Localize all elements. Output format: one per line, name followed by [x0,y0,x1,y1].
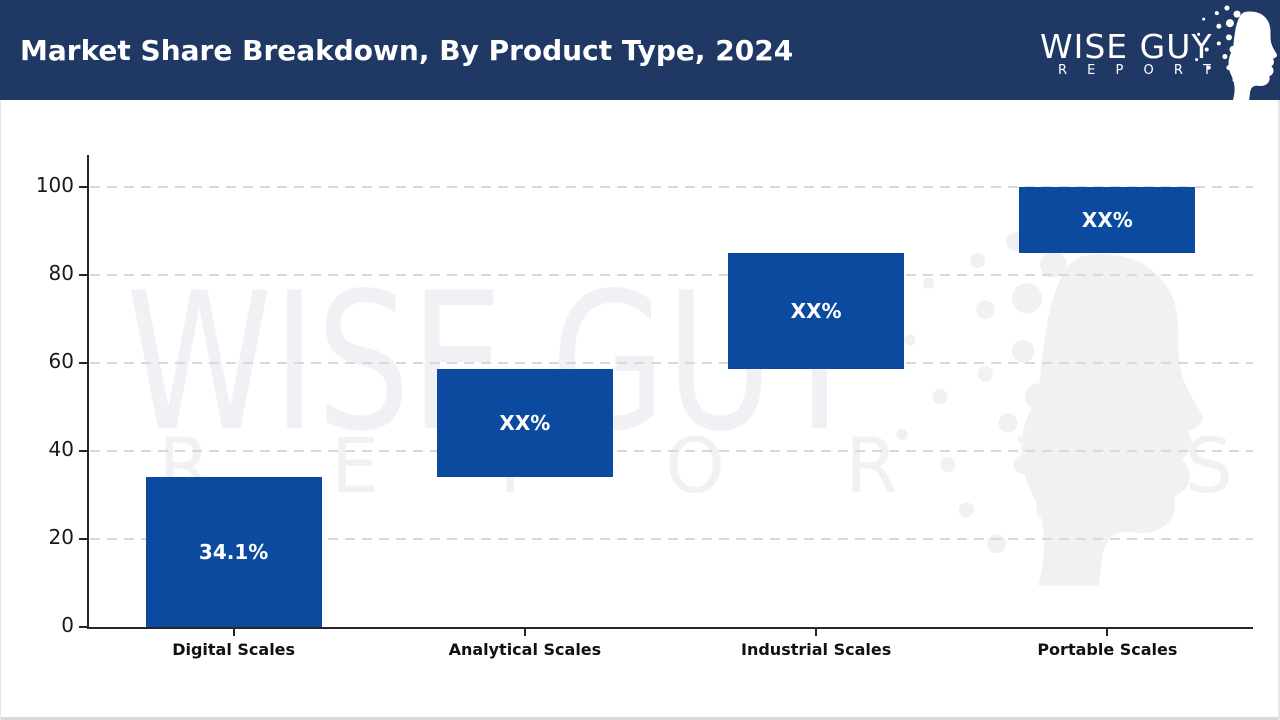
y-tick-label: 0 [61,613,74,637]
y-axis-line [87,155,89,629]
bar-digital-scales: 34.1% [145,476,322,627]
y-tick-mark [79,362,88,364]
logo-head-dots-icon [1195,5,1278,100]
bar-value-label: 34.1% [198,539,269,564]
bar-industrial-scales: XX% [728,253,905,370]
page-bottom-border [0,717,1280,720]
x-tick-mark [815,629,818,636]
y-tick-label: 60 [48,349,74,373]
watermark-head-dots-icon [896,232,1203,586]
bar-portable-scales: XX% [1019,187,1196,253]
y-tick-label: 20 [48,525,74,549]
gridline-80 [90,274,1253,276]
gridline-100 [90,186,1253,188]
x-tick-label: Portable Scales [1037,640,1178,659]
x-tick-label: Analytical Scales [448,640,602,659]
x-tick-label: Digital Scales [172,640,296,659]
logo-subtext: R E P O R T S [1058,63,1248,78]
x-tick-mark [523,629,526,636]
y-tick-mark [79,450,88,452]
x-tick-mark [232,629,235,636]
y-tick-label: 100 [35,173,74,197]
y-tick-label: 80 [48,261,74,285]
logo-wordmark: WISE GUY [1040,27,1213,66]
x-tick-mark [1106,629,1109,636]
y-tick-label: 40 [48,437,74,461]
gridline-60 [90,362,1253,364]
bar-value-label: XX% [499,411,551,436]
x-tick-label: Industrial Scales [741,640,892,659]
y-tick-mark [79,274,88,276]
y-tick-mark [79,186,88,188]
page-title: Market Share Breakdown, By Product Type,… [20,33,794,67]
bar-value-label: XX% [790,299,842,324]
bar-analytical-scales: XX% [436,369,613,477]
header-bar: Market Share Breakdown, By Product Type,… [0,0,1280,100]
gridline-20 [90,538,1253,540]
x-axis-line [87,627,1253,629]
y-tick-mark [79,538,88,540]
page-right-border [1278,100,1280,720]
bar-value-label: XX% [1081,208,1133,232]
gridline-40 [90,450,1253,452]
page-left-border [0,100,1,720]
y-tick-mark [79,626,88,628]
